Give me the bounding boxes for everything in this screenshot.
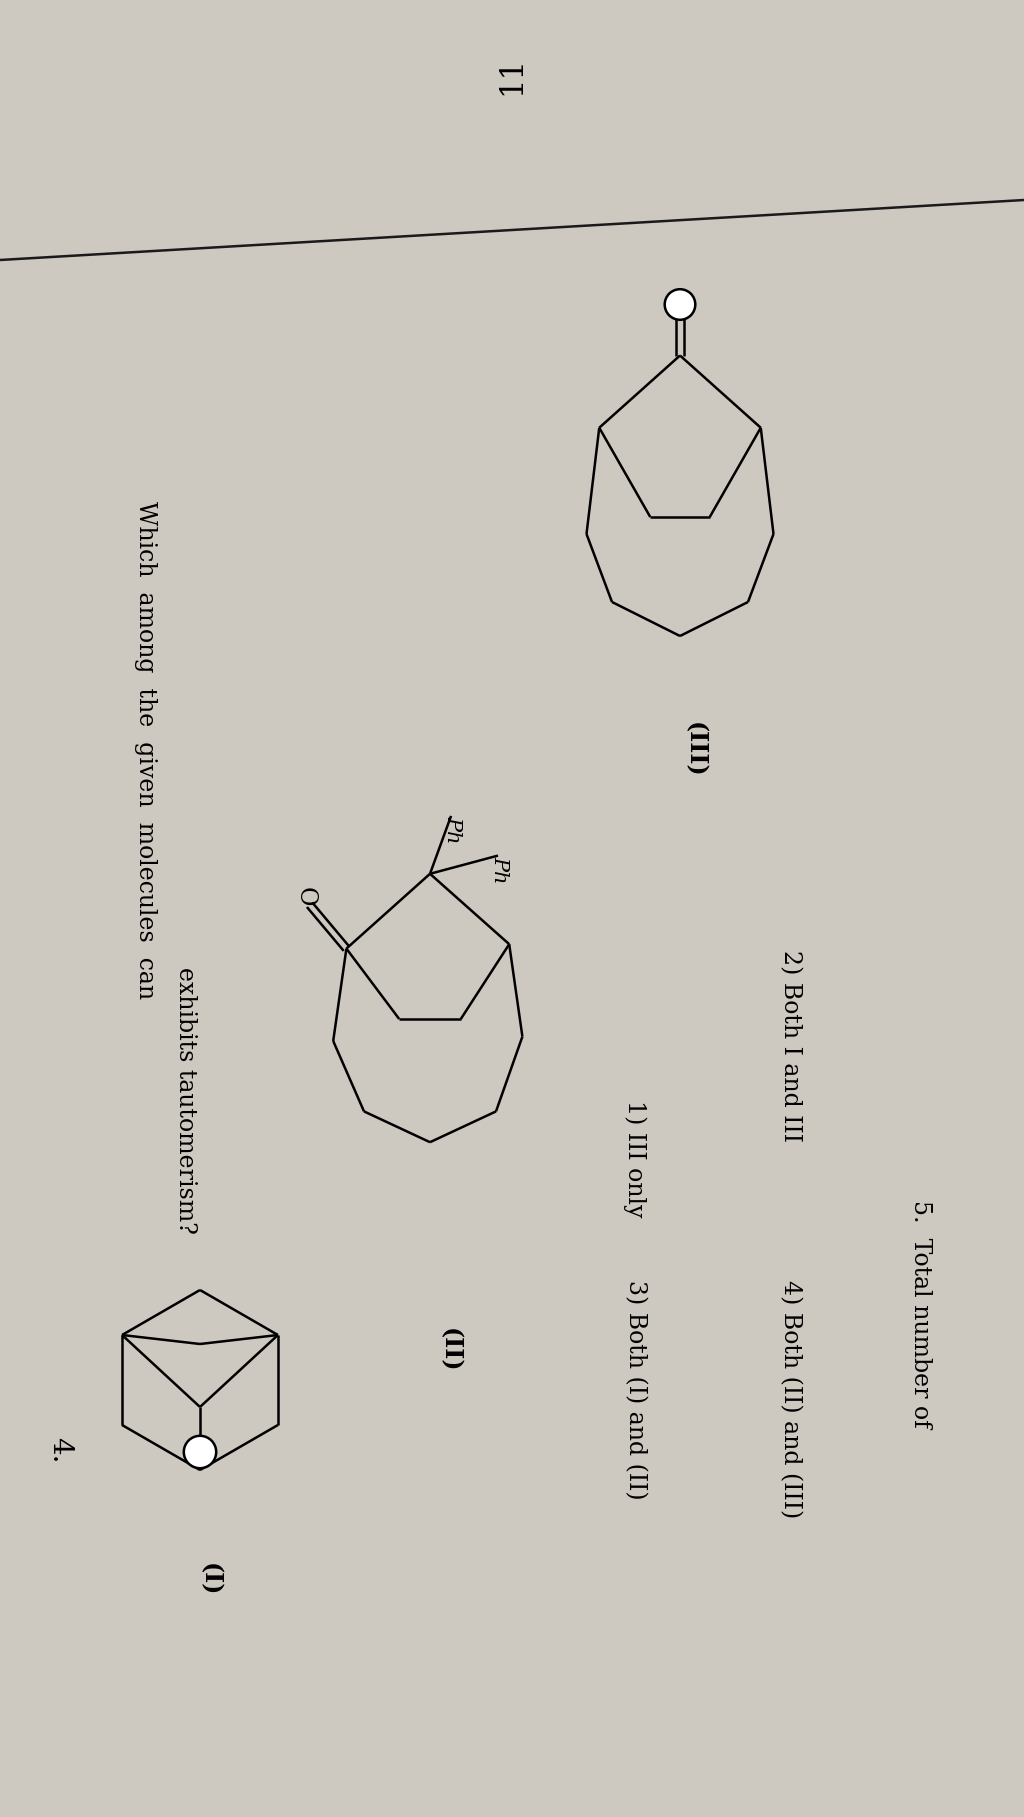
Text: (III): (III) (683, 721, 707, 778)
Text: Which  among  the  given  molecules  can: Which among the given molecules can (133, 501, 157, 999)
Text: (II): (II) (438, 1328, 462, 1372)
Text: 4.: 4. (46, 1437, 74, 1463)
Text: 5.  Total number of: 5. Total number of (908, 1199, 932, 1428)
Circle shape (665, 289, 695, 320)
Text: 2) Both I and III: 2) Both I and III (778, 950, 802, 1143)
Circle shape (183, 1435, 216, 1468)
Text: 3) Both (I) and (II): 3) Both (I) and (II) (624, 1279, 646, 1499)
Text: 11: 11 (497, 56, 527, 94)
Text: 4) Both (II) and (III): 4) Both (II) and (III) (778, 1279, 802, 1519)
Text: (I): (I) (198, 1563, 222, 1597)
Text: exhibits tautomerism?: exhibits tautomerism? (173, 967, 197, 1234)
Text: O: O (293, 887, 316, 907)
Text: 1) III only: 1) III only (624, 1099, 647, 1217)
Text: Ph: Ph (443, 816, 463, 843)
Text: Ph: Ph (490, 856, 510, 883)
